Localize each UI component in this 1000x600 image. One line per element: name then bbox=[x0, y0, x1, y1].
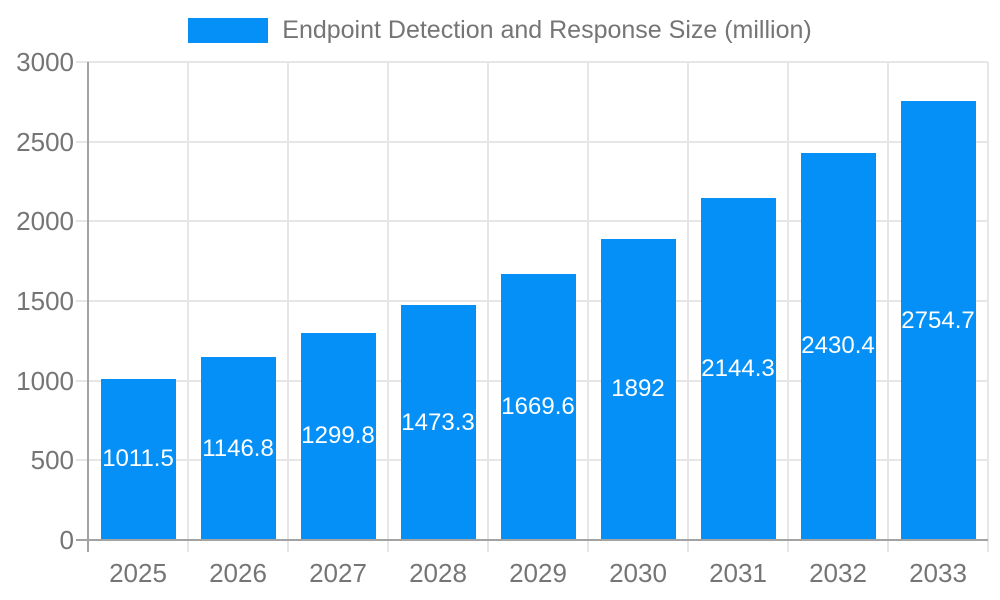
gridline-vertical bbox=[687, 62, 689, 552]
x-axis-tick-label: 2030 bbox=[609, 558, 667, 588]
y-axis-tick-label: 500 bbox=[30, 445, 74, 476]
gridline-horizontal bbox=[76, 220, 988, 223]
gridline-vertical bbox=[887, 62, 889, 552]
bar-2029[interactable] bbox=[500, 273, 576, 540]
y-axis-line bbox=[87, 62, 89, 552]
x-axis-tick-label: 2031 bbox=[709, 558, 767, 588]
legend-swatch-icon[interactable] bbox=[188, 17, 269, 43]
bar-value-label: 1473.3 bbox=[401, 408, 475, 436]
gridline-vertical bbox=[187, 62, 189, 552]
bar-2033[interactable] bbox=[900, 101, 976, 540]
gridline-vertical bbox=[787, 62, 789, 552]
gridline-vertical bbox=[487, 62, 489, 552]
x-axis-tick-label: 2026 bbox=[209, 558, 267, 588]
legend[interactable]: Endpoint Detection and Response Size (mi… bbox=[0, 16, 1000, 44]
gridline-vertical bbox=[587, 62, 589, 552]
gridline-vertical bbox=[987, 62, 989, 552]
bar-value-label: 1011.5 bbox=[102, 445, 174, 473]
bar-2031[interactable] bbox=[700, 198, 776, 540]
bar-value-label: 1146.8 bbox=[202, 434, 274, 462]
bar-value-label: 1669.6 bbox=[501, 392, 575, 420]
x-axis-line bbox=[76, 539, 988, 541]
bar-value-label: 1892 bbox=[611, 375, 665, 403]
y-axis-tick-label: 1000 bbox=[16, 365, 74, 396]
gridline-vertical bbox=[287, 62, 289, 552]
y-axis-tick-label: 0 bbox=[59, 525, 74, 555]
bar-2030[interactable] bbox=[600, 238, 676, 540]
y-axis-tick-label: 2500 bbox=[16, 126, 74, 157]
bar-2032[interactable] bbox=[800, 152, 876, 540]
y-axis-tick-label: 3000 bbox=[16, 47, 74, 77]
plot-area: 0 500 1000 1500 2000 2500 3000 1011.5 2025 1146.8… bbox=[16, 47, 989, 588]
bar-2026[interactable] bbox=[200, 357, 276, 540]
y-axis-tick-label: 2000 bbox=[16, 206, 74, 237]
bar-2028[interactable] bbox=[400, 305, 476, 540]
bar-value-label: 1299.8 bbox=[301, 422, 375, 450]
bar-value-label: 2754.7 bbox=[901, 306, 975, 334]
x-axis-tick-label: 2028 bbox=[409, 558, 467, 588]
x-axis-tick-label: 2029 bbox=[509, 558, 567, 588]
gridline-horizontal bbox=[76, 140, 988, 143]
gridline-vertical bbox=[387, 62, 389, 552]
bar-value-label: 2144.3 bbox=[701, 355, 775, 383]
x-axis-tick-label: 2025 bbox=[109, 558, 167, 588]
y-axis-tick-label: 1500 bbox=[16, 286, 74, 316]
bar-2027[interactable] bbox=[300, 332, 376, 540]
x-axis-tick-label: 2033 bbox=[909, 558, 967, 588]
legend-label[interactable]: Endpoint Detection and Response Size (mi… bbox=[282, 15, 812, 44]
bar-value-label: 2430.4 bbox=[801, 332, 875, 360]
x-axis-tick-label: 2027 bbox=[309, 558, 367, 588]
bar-2025[interactable] bbox=[100, 378, 176, 540]
gridline-horizontal bbox=[76, 61, 988, 63]
x-axis-tick-label: 2032 bbox=[809, 558, 867, 588]
